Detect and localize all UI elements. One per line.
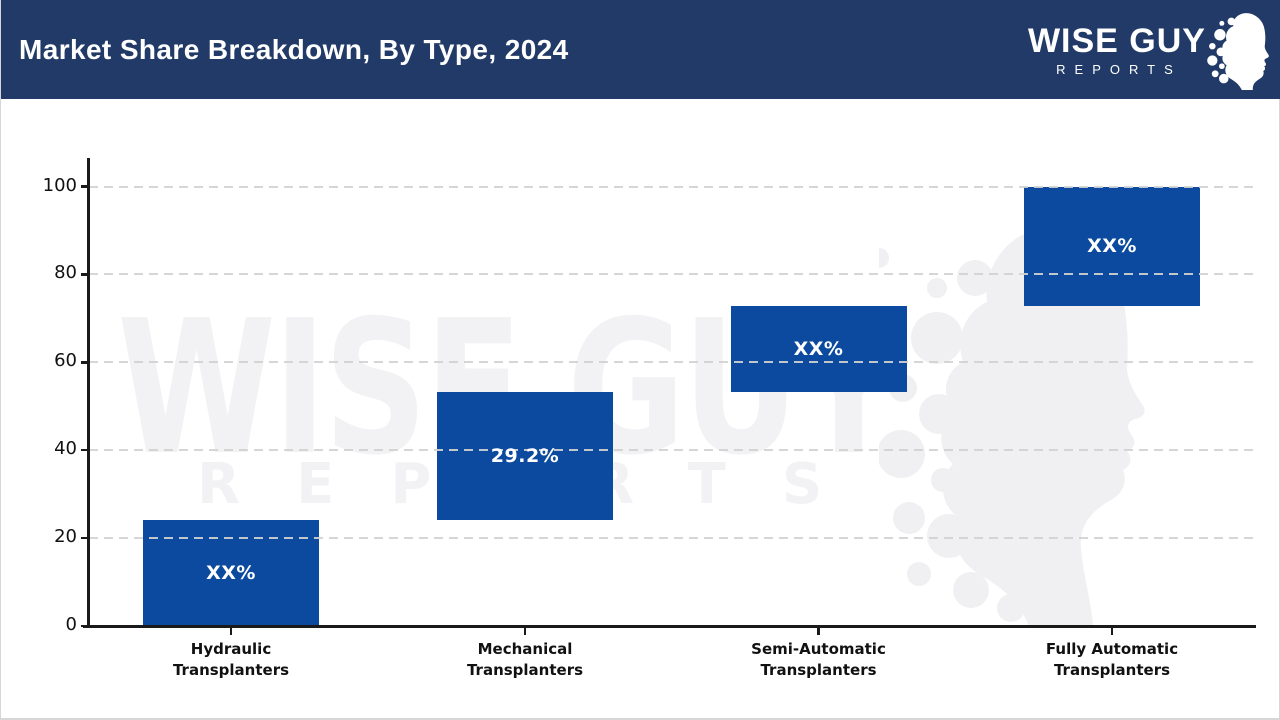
y-axis-line [87, 158, 90, 627]
bar-value-label-1: XX% [206, 562, 256, 585]
gridline-100 [89, 185, 1255, 188]
bar-2 [437, 391, 613, 521]
header-bar: Market Share Breakdown, By Type, 2024 WI… [1, 0, 1280, 99]
y-tick-label-60: 60 [54, 350, 77, 372]
category-label-line: Mechanical [477, 640, 573, 658]
x-axis-line [83, 624, 1256, 628]
y-tick-40 [81, 448, 89, 452]
category-label-line: Transplanters [466, 661, 584, 679]
category-label-1: Hydraulic Transplanters [86, 639, 376, 681]
gridline-60 [89, 361, 1255, 364]
category-label-line: Transplanters [1053, 661, 1171, 679]
gridline-20 [89, 537, 1255, 540]
gridline-80 [89, 273, 1255, 276]
category-label-line: Transplanters [172, 661, 290, 679]
watermark-head-graphic [879, 230, 1145, 626]
y-tick-label-80: 80 [54, 262, 77, 284]
category-label-line: Hydraulic [190, 640, 272, 658]
bar-value-label-4: XX% [1087, 235, 1137, 258]
category-label-4: Fully Automatic Transplanters [967, 639, 1257, 681]
x-tick-4 [1110, 627, 1114, 635]
category-label-2: Mechanical Transplanters [380, 639, 670, 681]
category-label-3: Semi-Automatic Transplanters [674, 639, 964, 681]
category-label-line: Semi-Automatic [751, 640, 886, 658]
logo-subtitle: REPORTS [1056, 61, 1182, 77]
x-tick-2 [523, 627, 527, 635]
y-tick-label-0: 0 [65, 614, 77, 635]
y-tick-100 [81, 185, 89, 188]
y-tick-label-20: 20 [54, 526, 77, 548]
y-tick-0 [81, 624, 89, 628]
bar-4 [1024, 186, 1200, 307]
bar-3 [730, 306, 907, 392]
y-tick-20 [81, 536, 89, 540]
y-tick-60 [81, 361, 89, 364]
x-tick-3 [817, 627, 820, 635]
bar-value-label-2: 29.2% [490, 444, 560, 467]
bar-value-label-3: XX% [793, 338, 844, 361]
category-label-line: Transplanters [760, 661, 877, 679]
wiseguy-logo: WISE GUY REPORTS [1028, 6, 1271, 94]
y-tick-80 [81, 273, 89, 276]
wiseguy-logo-text: WISE GUY REPORTS [1028, 24, 1206, 77]
category-label-line: Fully Automatic [1045, 640, 1179, 658]
y-tick-label-100: 100 [42, 174, 77, 196]
x-tick-1 [229, 627, 233, 635]
wiseguy-head-icon [1207, 13, 1269, 90]
y-tick-label-40: 40 [54, 438, 77, 460]
logo-wordmark: WISE GUY [1027, 21, 1206, 60]
page-title: Market Share Breakdown, By Type, 2024 [19, 33, 569, 65]
gridline-40 [89, 449, 1255, 452]
